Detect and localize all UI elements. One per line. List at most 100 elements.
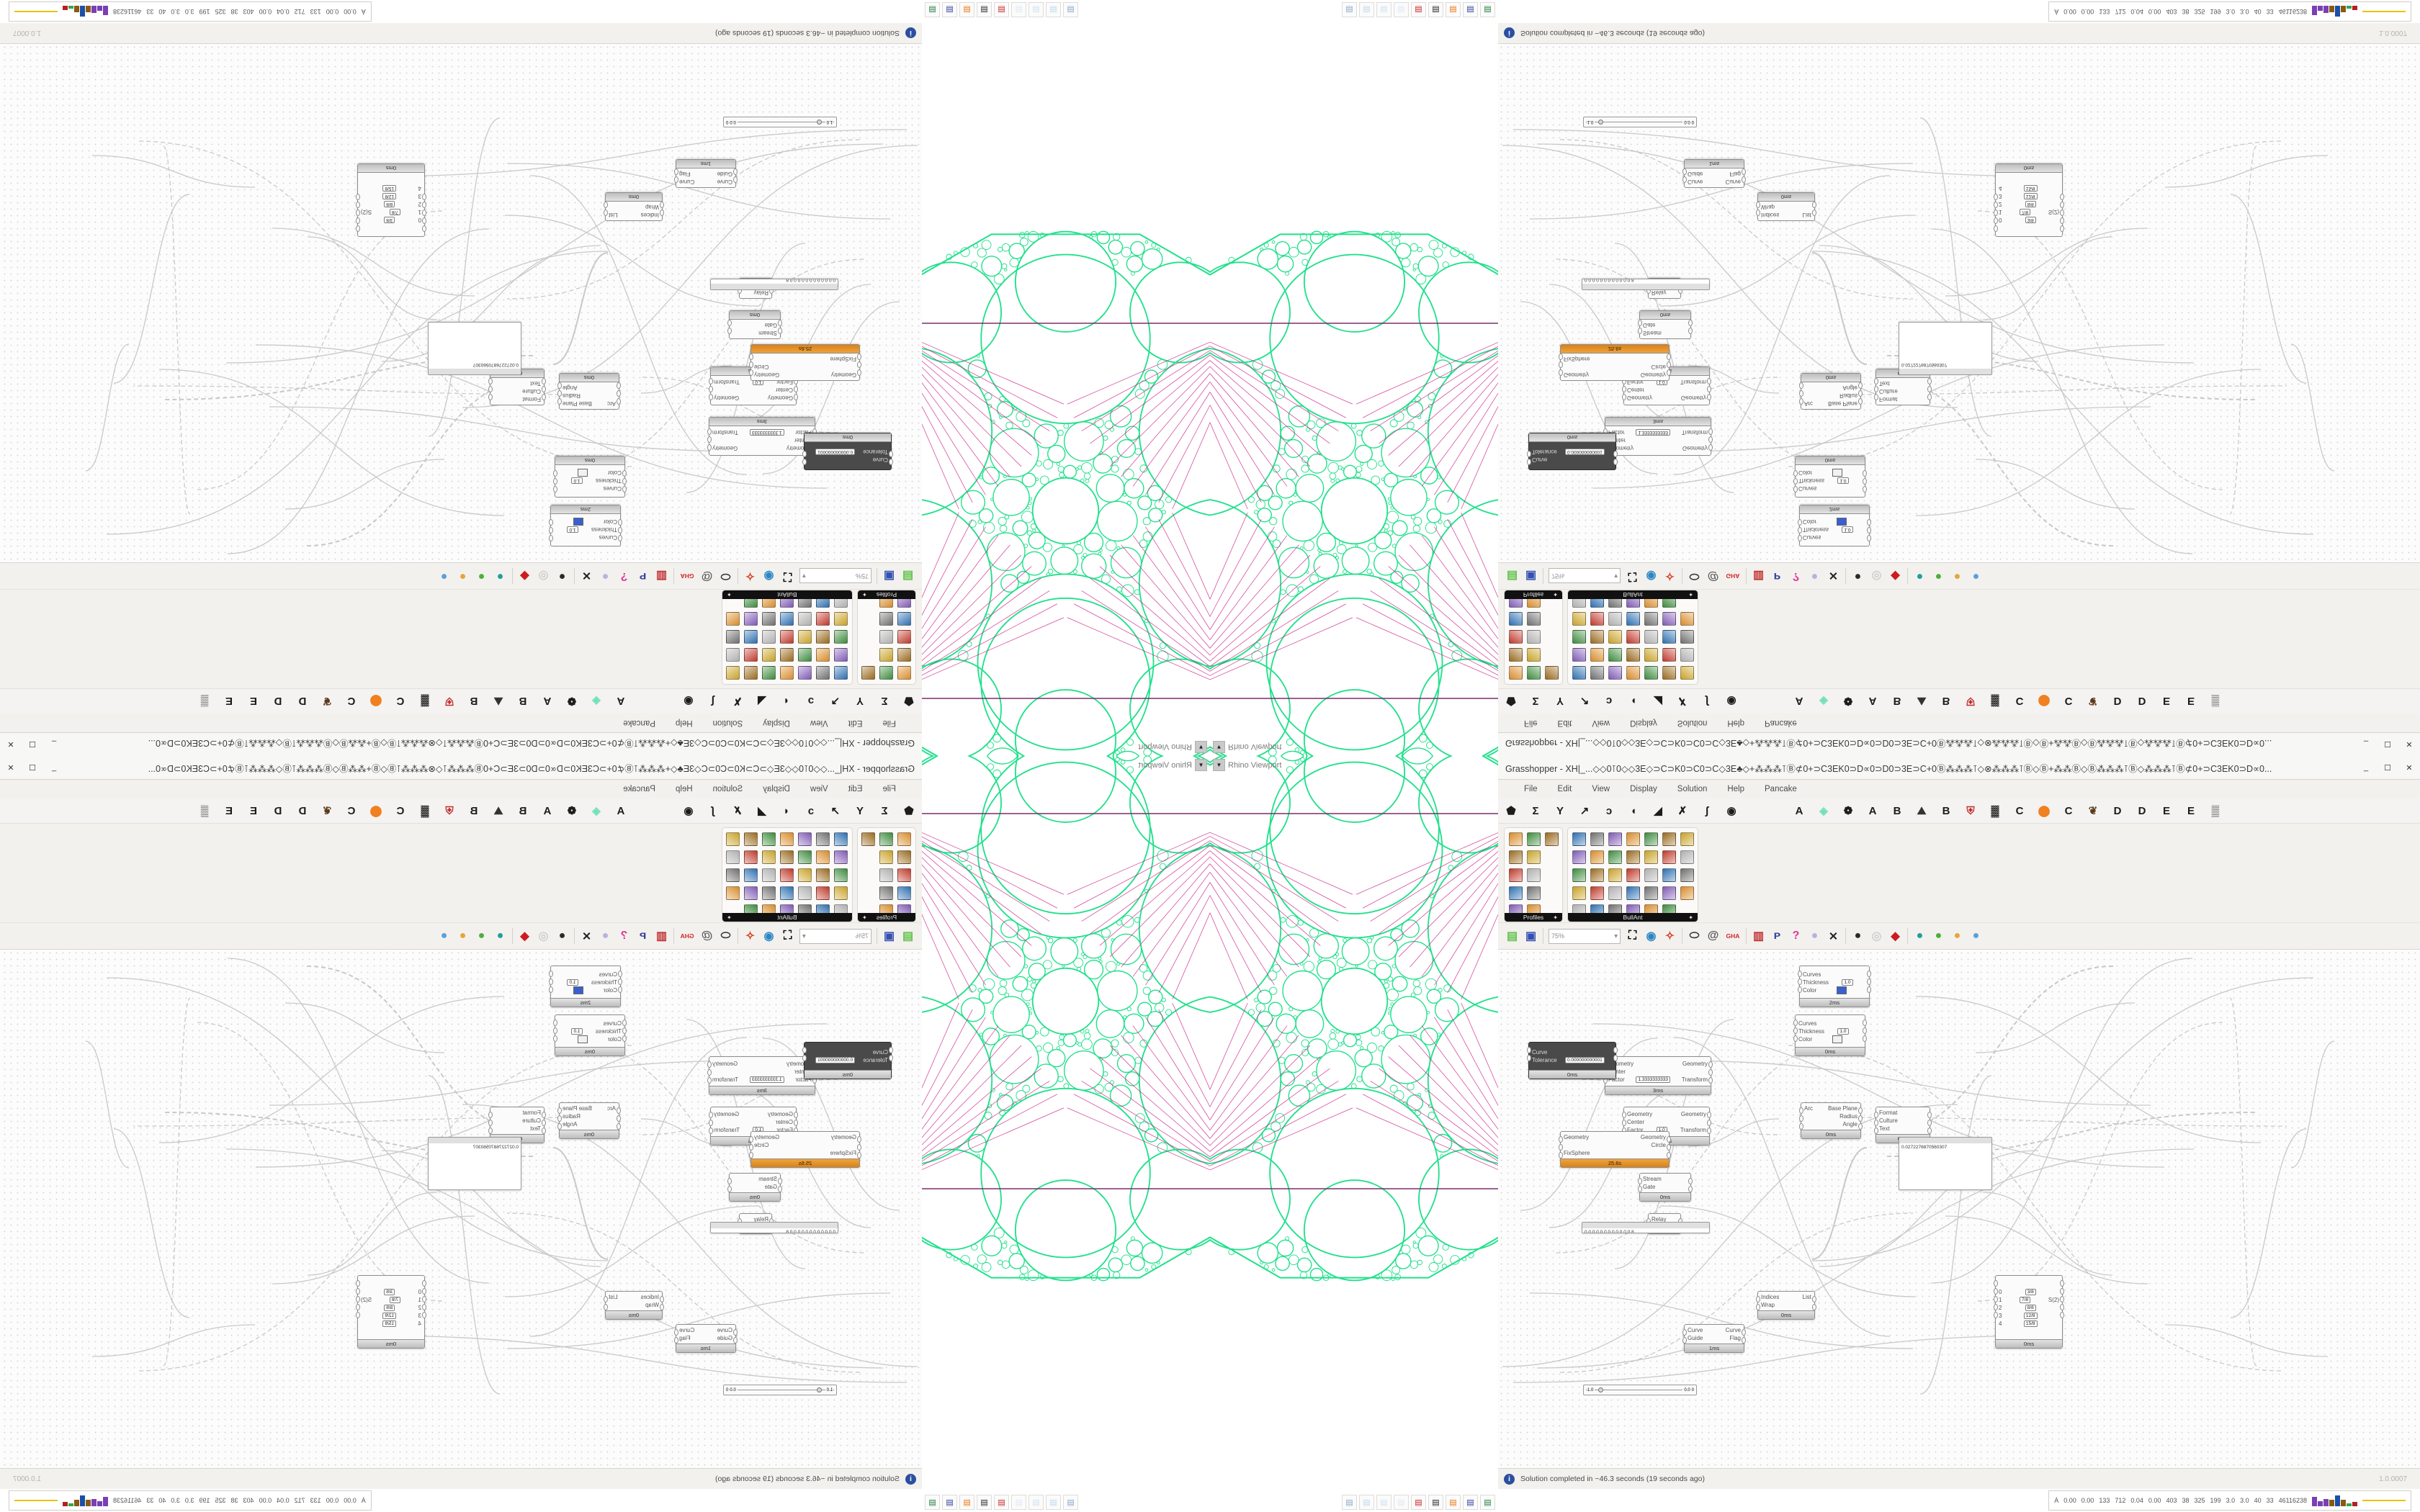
menu-item-solution[interactable]: Solution	[1677, 719, 1708, 727]
panel-icon-c-channel[interactable]	[1507, 848, 1524, 865]
taskbar-icon-green-term[interactable]: ▤	[1480, 1495, 1495, 1510]
node-port-out[interactable]	[356, 194, 360, 200]
node-port-in[interactable]	[1874, 386, 1878, 392]
node-port-in[interactable]	[1756, 202, 1760, 208]
tab-d2-icon[interactable]: D	[2138, 804, 2146, 817]
panel-icon-unroll-a[interactable]	[815, 665, 832, 682]
gh-number-slider[interactable]: -1.0 0.0 0	[723, 117, 837, 127]
panel-icon-red-frame[interactable]	[725, 665, 742, 682]
node-port-out[interactable]	[707, 1077, 712, 1084]
node-port-in[interactable]	[1799, 1123, 1803, 1130]
node-port-out[interactable]	[1742, 176, 1746, 183]
rhino-viewport[interactable]: ▼ Rhino Viewport	[1210, 756, 1499, 1489]
node-port-out[interactable]	[707, 444, 712, 451]
panel-expand-icon[interactable]: ✦	[862, 914, 867, 921]
node-port-out[interactable]	[749, 1144, 753, 1151]
menu-item-view[interactable]: View	[810, 719, 828, 727]
taskbar-icon-doc-blue[interactable]: ▤	[1359, 2, 1374, 17]
node-value-field[interactable]: 0.000000000001	[815, 449, 856, 455]
tab-e2-icon[interactable]: E	[225, 804, 233, 817]
taskbar-icon-calc[interactable]: ▤	[1394, 2, 1409, 17]
menu-item-view[interactable]: View	[1592, 719, 1610, 727]
node-port-in[interactable]	[542, 386, 546, 392]
viewport-dropdown-icon[interactable]: ▼	[1195, 741, 1207, 753]
node-port-out[interactable]	[802, 1055, 807, 1061]
gh-node-n12[interactable]: Stream Gate 0ms	[1638, 1173, 1693, 1202]
node-port-in[interactable]	[1559, 354, 1563, 360]
panel-icon-red-frame[interactable]	[725, 830, 742, 847]
gh-node-n3[interactable]: Geometry Geometry Center Factor 1.3333333333…	[1603, 1056, 1713, 1095]
node-port-in[interactable]	[857, 1152, 861, 1158]
panel-icon-solid-blend[interactable]	[1570, 665, 1587, 682]
maths-sigma-icon[interactable]: Σ	[881, 695, 888, 708]
shade-red-icon[interactable]: ◆	[520, 930, 529, 942]
gh-node-n5[interactable]: Arc Base Plane Radius Angle 0ms	[1799, 1102, 1863, 1139]
node-value-field[interactable]: 1.0	[567, 978, 578, 986]
intersect-icon[interactable]: ✗	[1677, 695, 1688, 707]
node-port-out[interactable]	[488, 1120, 493, 1126]
gh-node-n1[interactable]: Curves Thickness 1.0 Color 2ms	[549, 966, 622, 1007]
node-port-in[interactable]	[618, 986, 622, 993]
node-port-in[interactable]	[618, 978, 622, 985]
shade-red-icon[interactable]: ◆	[1891, 930, 1900, 942]
node-port-out[interactable]	[1812, 1304, 1816, 1310]
tab-a2-icon[interactable]: A	[543, 804, 552, 817]
panel-icon-fan-shade[interactable]	[1678, 629, 1695, 646]
taskbar-icon-calc[interactable]: ▤	[1394, 1495, 1409, 1510]
node-port-in[interactable]	[1874, 378, 1878, 384]
node-port-out[interactable]	[802, 1047, 807, 1053]
panel-icon-fan-shade[interactable]	[1678, 866, 1695, 883]
bake-flame-icon[interactable]: ✧	[1664, 570, 1675, 582]
slider-knob[interactable]	[1598, 120, 1604, 125]
node-port-in[interactable]	[1682, 1337, 1687, 1344]
menu-item-solution[interactable]: Solution	[1677, 785, 1708, 793]
node-port-in[interactable]	[1682, 176, 1687, 183]
node-port-out[interactable]	[1858, 1107, 1863, 1114]
panel-icon-i-beam-e[interactable]	[1543, 665, 1560, 682]
ribbon-panel-profiles[interactable]: Profiles ✦	[857, 827, 916, 922]
panel-icon-unroll-b[interactable]	[1588, 848, 1605, 865]
panel-expand-icon[interactable]: ✦	[1688, 591, 1693, 598]
node-port-in[interactable]	[1793, 478, 1798, 485]
taskbar-icon-doc-stack[interactable]: ▤	[1342, 2, 1357, 17]
taskbar-icon-orange-app[interactable]: ▤	[959, 2, 974, 17]
node-port-out[interactable]	[1867, 978, 1871, 985]
node-port-out[interactable]	[1858, 398, 1863, 405]
node-port-out[interactable]	[488, 378, 493, 384]
panel-icon-square-tube[interactable]	[1525, 647, 1542, 664]
node-port-in[interactable]	[778, 328, 782, 334]
node-port-in[interactable]	[1622, 1120, 1626, 1126]
node-port-out[interactable]	[488, 386, 493, 392]
node-port-in[interactable]	[857, 354, 861, 360]
gh-node-n2[interactable]: Curves Thickness 1.0 Color 0ms	[553, 456, 627, 498]
tab-cloud-icon[interactable]: ❁	[567, 695, 577, 707]
node-value-field[interactable]: 15/8	[2023, 1320, 2038, 1327]
node-port-out[interactable]	[1688, 320, 1693, 326]
osnap-readout[interactable]: Ȧ 0.00 0.00 133 712 0.04 0.00 403 38 325 199 3.0 3.0…	[9, 1490, 372, 1511]
gh-canvas[interactable]: Curves Thickness 1.0 Color 2ms Curves Thicknes…	[0, 44, 922, 562]
sets-icon[interactable]: Υ	[856, 804, 864, 817]
node-port-out[interactable]	[1667, 361, 1671, 368]
notebook-icon[interactable]: ▥	[1752, 570, 1765, 582]
tab-d1-icon[interactable]: D	[2113, 804, 2122, 817]
panel-icon-cube-mesh[interactable]	[1624, 830, 1641, 847]
node-port-in[interactable]	[1559, 369, 1563, 376]
ribbon-tab-bar[interactable]: ⬟ Σ Υ ↗ ↄ ◖ ◢ ✗ ʃ ◉ A ◈ ❁ A B ⛰ B ⛨ ▓ C ⬤ C ❦ D D E E ▒	[0, 688, 922, 714]
panel-icon-i-beam-a[interactable]	[1507, 665, 1524, 682]
node-port-out[interactable]	[2060, 1280, 2064, 1287]
tab-mountain-icon[interactable]: ⛰	[1917, 804, 1927, 817]
node-port-in[interactable]	[1874, 394, 1878, 400]
node-port-out[interactable]	[2060, 217, 2064, 224]
menu-item-pancake[interactable]: Pancake	[1765, 785, 1797, 793]
panel-icon-plane-fold[interactable]	[833, 884, 850, 901]
mesh-icon[interactable]: ◢	[1654, 805, 1662, 817]
search-magnifier-icon[interactable]: ᴘ	[1773, 570, 1781, 582]
node-port-out[interactable]	[749, 1152, 753, 1158]
panel-icon-tri-web-a[interactable]	[1606, 848, 1623, 865]
tab-cloud-icon[interactable]: ❁	[1843, 695, 1853, 707]
node-port-in[interactable]	[542, 394, 546, 400]
tab-a1-icon[interactable]: A	[1795, 804, 1803, 817]
node-value-field[interactable]: 3/8	[384, 1288, 395, 1295]
menu-item-file[interactable]: File	[1524, 719, 1538, 727]
panel-icon-diamond[interactable]	[1660, 611, 1677, 628]
